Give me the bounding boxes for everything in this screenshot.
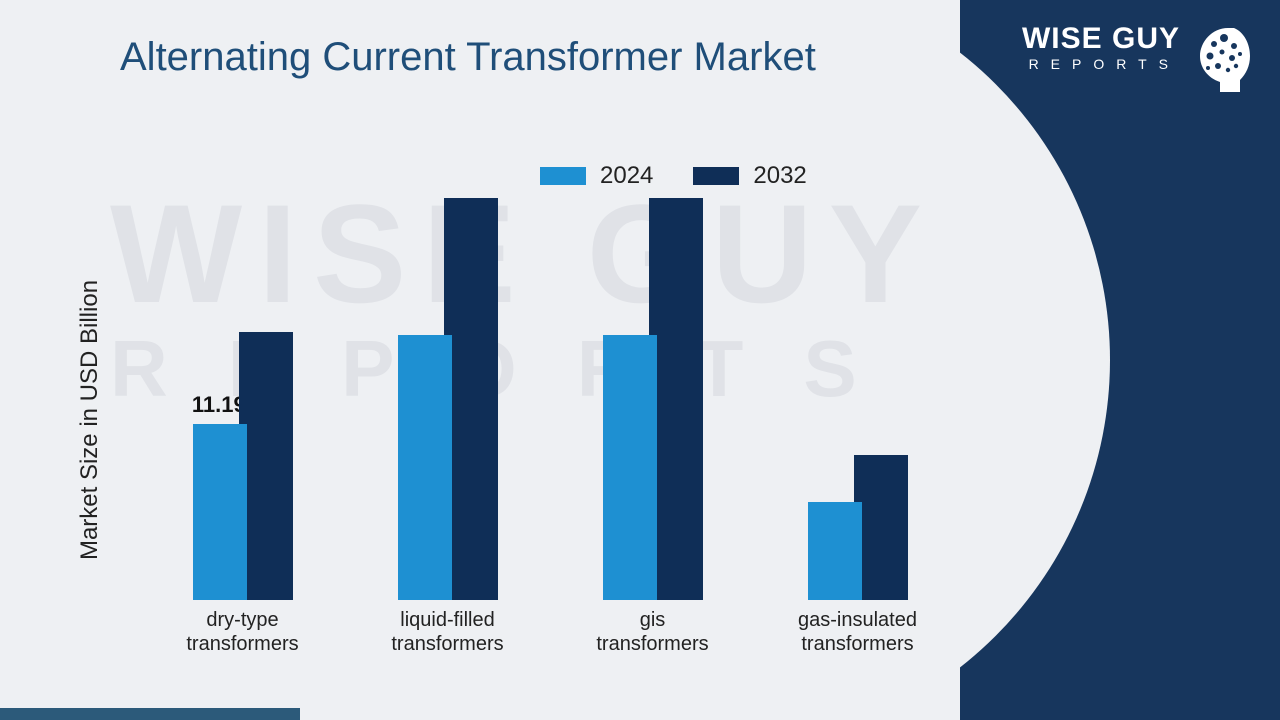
- brand-logo: WISE GUY REPORTS: [1022, 24, 1254, 96]
- bar-pair: [140, 190, 345, 600]
- bar-series-b: [444, 198, 498, 600]
- bar-group: gas-insulatedtransformers: [755, 190, 960, 600]
- logo-text: WISE GUY REPORTS: [1022, 24, 1180, 72]
- page-title: Alternating Current Transformer Market: [120, 34, 840, 80]
- bar-pair: [755, 190, 960, 600]
- category-label: gistransformers: [550, 608, 755, 656]
- bar-series-a: [398, 335, 452, 600]
- bar-group: liquid-filledtransformers: [345, 190, 550, 600]
- bar-pair: [550, 190, 755, 600]
- bar-series-b: [854, 455, 908, 600]
- logo-main: WISE GUY: [1022, 24, 1180, 54]
- logo-sub: REPORTS: [1022, 56, 1180, 72]
- bar-series-a: [603, 335, 657, 600]
- bar-series-b: [649, 198, 703, 600]
- y-axis-label: Market Size in USD Billion: [76, 220, 104, 620]
- bar-series-a: [193, 424, 247, 600]
- category-label: liquid-filledtransformers: [345, 608, 550, 656]
- plot-area: 11.19dry-typetransformersliquid-filledtr…: [140, 190, 960, 600]
- head-icon: [1190, 24, 1254, 96]
- bar-pair: [345, 190, 550, 600]
- bar-series-a: [808, 502, 862, 600]
- bar-group: 11.19dry-typetransformers: [140, 190, 345, 600]
- bottom-strip: [0, 708, 300, 720]
- bar-group: gistransformers: [550, 190, 755, 600]
- bar-groups: 11.19dry-typetransformersliquid-filledtr…: [140, 190, 960, 600]
- category-label: dry-typetransformers: [140, 608, 345, 656]
- chart: Market Size in USD Billion 11.19dry-type…: [60, 160, 960, 680]
- page-root: WISE GUY REPORTS Alternating Current Tra…: [0, 0, 1280, 720]
- category-label: gas-insulatedtransformers: [755, 608, 960, 656]
- bar-series-b: [239, 332, 293, 600]
